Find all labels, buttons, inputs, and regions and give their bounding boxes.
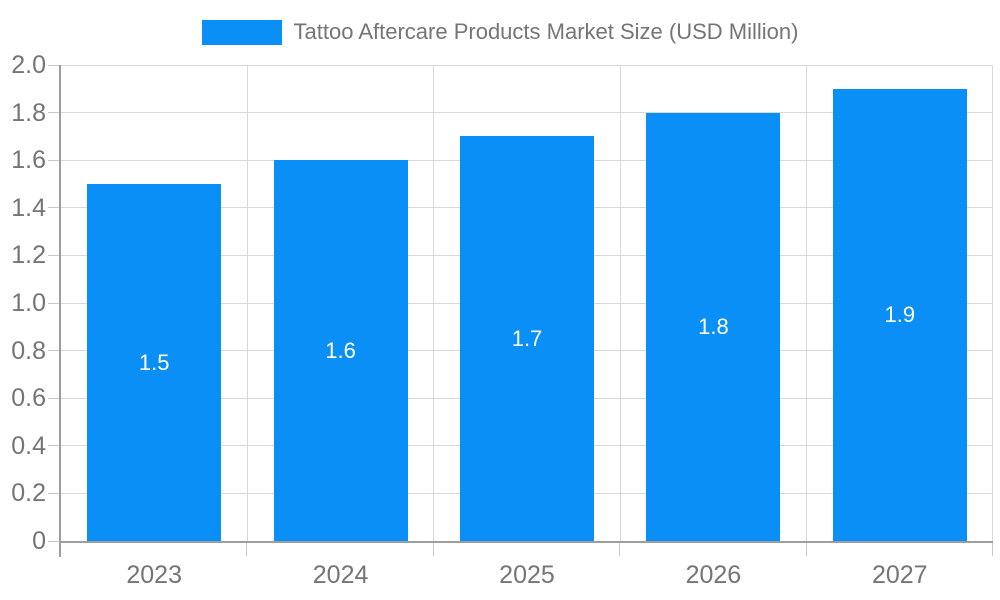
y-gridline [61,112,993,114]
x-tick-mark [992,543,993,556]
x-category-label: 2024 [312,561,369,589]
x-category-label: 2023 [126,561,182,589]
y-tick-label: 0.4 [11,431,46,460]
bar-value-label: 1.6 [325,337,356,363]
bar: 1.6 [273,160,408,541]
y-axis-line [59,65,61,557]
y-tick-label: 2.0 [11,51,46,79]
y-tick-label: 0.2 [11,479,46,508]
y-tick-label: 0.8 [11,336,46,365]
x-gridline [619,65,621,541]
x-tick-mark [246,543,248,556]
x-gridline [433,65,435,541]
bar: 1.5 [87,184,222,541]
x-tick-mark [805,543,807,556]
bar: 1.7 [460,136,594,541]
x-axis-line [61,541,993,543]
y-tick-mark [48,540,61,542]
legend-swatch [201,19,282,45]
y-gridline [61,65,993,66]
y-tick-mark [48,159,61,161]
y-tick-mark [48,492,61,494]
y-tick-mark [48,350,61,352]
y-tick-mark [48,445,61,447]
x-category-label: 2025 [499,561,555,589]
y-tick-label: 1.2 [11,241,46,270]
x-category-label: 2027 [871,561,928,589]
y-tick-label: 1.0 [11,289,46,317]
bar: 1.8 [646,112,781,541]
bar-value-label: 1.7 [511,325,543,351]
legend-title: Tattoo Aftercare Products Market Size (U… [293,18,799,44]
x-category-label: 2026 [685,561,742,589]
y-tick-mark [48,302,61,304]
plot-right-border [992,65,993,541]
y-tick-mark [48,397,61,399]
x-gridline [246,65,248,541]
chart-legend: Tattoo Aftercare Products Market Size (U… [0,16,1000,48]
x-tick-mark [619,543,621,556]
y-tick-label: 1.6 [11,146,46,175]
y-tick-label: 0.6 [11,384,46,413]
bar-value-label: 1.8 [698,313,729,339]
bar: 1.9 [832,88,967,541]
y-tick-label: 1.8 [11,98,46,127]
bar-value-label: 1.9 [884,301,916,327]
y-tick-label: 1.4 [11,193,46,222]
y-tick-label: 0 [32,527,46,555]
plot-area: 1.5 1.6 1.7 1.8 1.9 [61,65,993,541]
y-tick-mark [48,254,61,256]
x-tick-mark [432,543,434,556]
y-tick-mark [48,207,61,209]
bar-value-label: 1.5 [138,349,170,375]
y-tick-mark [48,64,61,66]
x-gridline [806,65,808,541]
y-tick-mark [48,112,61,114]
